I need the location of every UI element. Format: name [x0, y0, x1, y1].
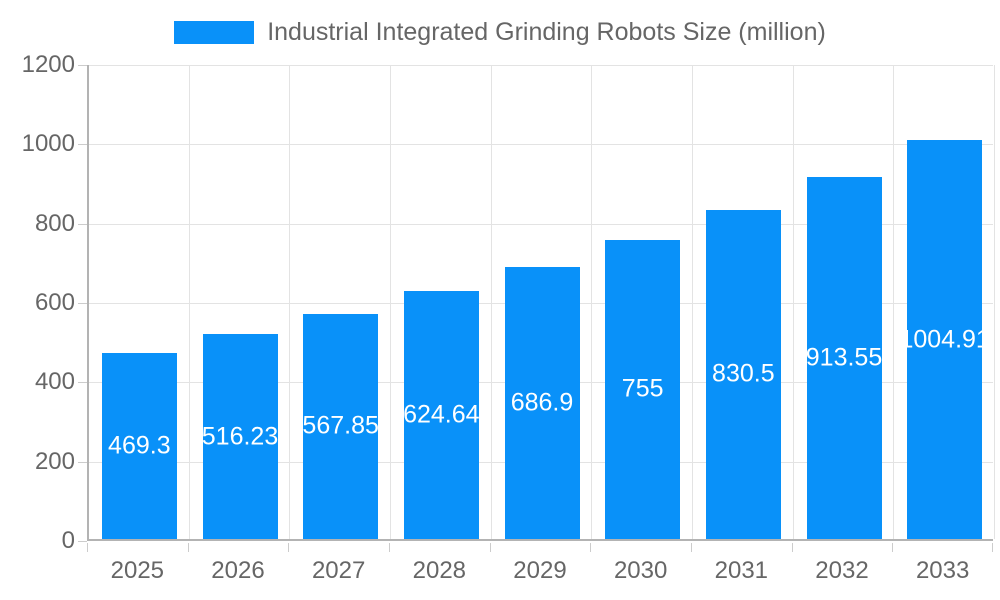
x-axis-tick-label: 2028: [412, 557, 467, 584]
x-axis-tick: [892, 543, 894, 552]
x-axis-tick: [791, 543, 793, 552]
y-axis-tick: [78, 382, 87, 384]
x-axis-tick-label: 2033: [915, 557, 970, 584]
x-axis-tick-label: 2031: [714, 557, 769, 584]
gridline-vertical: [591, 65, 593, 539]
bar-2030: 755: [605, 239, 681, 539]
bar-value-label: 516.23: [201, 422, 279, 451]
x-axis: 2025 2026 2027 2028 2029 2030 2031 2032 2033: [87, 541, 993, 600]
x-axis-tick: [691, 543, 692, 552]
legend-swatch: [174, 20, 255, 44]
gridline-horizontal: [89, 144, 993, 146]
legend-label: Industrial Integrated Grinding Robots Si…: [267, 18, 826, 46]
y-axis-tick: [78, 223, 87, 225]
x-axis-tick-label: 2029: [513, 557, 567, 584]
gridline-vertical: [692, 65, 693, 539]
x-axis-tick: [187, 543, 189, 552]
legend: Industrial Integrated Grinding Robots Si…: [0, 18, 1000, 46]
x-axis-tick-label: 2025: [110, 557, 165, 584]
bar-value-label: 624.64: [403, 400, 480, 429]
bar-value-label: 686.9: [510, 388, 574, 417]
bar-value-label: 913.55: [805, 343, 883, 372]
plot-area: 469.3 516.23 567.85 624.64 686.9 755 830.5 913.…: [87, 65, 995, 541]
y-axis-tick: [78, 65, 87, 66]
legend-item[interactable]: Industrial Integrated Grinding Robots Si…: [174, 18, 826, 46]
gridline-vertical: [390, 65, 391, 539]
y-axis-tick: [78, 541, 87, 542]
y-axis-tick-label: 200: [34, 447, 75, 475]
bar-value-label: 1004.91: [899, 325, 990, 354]
y-axis: 0 200 400 600 800 1000 1200: [0, 51, 87, 554]
bar-2025: 469.3: [101, 352, 177, 539]
gridline-vertical: [289, 65, 291, 539]
gridline-vertical: [792, 65, 794, 539]
bar-2027: 567.85: [302, 313, 379, 539]
bar-value-label: 469.3: [108, 431, 171, 460]
x-axis-tick: [992, 543, 993, 552]
x-axis-tick-label: 2026: [211, 557, 265, 584]
bar-value-label: 567.85: [302, 411, 379, 440]
gridline-vertical: [893, 65, 895, 539]
x-axis-tick: [288, 543, 290, 552]
x-axis-tick: [389, 543, 390, 552]
y-axis-tick-label: 0: [61, 527, 75, 554]
bar-2033: 1004.91: [899, 140, 990, 539]
x-axis-tick: [87, 543, 88, 552]
bar-2032: 913.55: [805, 176, 883, 539]
bar-2028: 624.64: [403, 291, 480, 539]
x-axis-tick: [489, 543, 491, 552]
gridline-horizontal: [89, 65, 993, 66]
y-axis-tick: [78, 461, 87, 463]
x-axis-tick-label: 2032: [815, 557, 869, 584]
bar-value-label: 755: [621, 374, 664, 403]
gridline-vertical: [994, 65, 995, 539]
y-axis-tick-label: 400: [34, 368, 75, 396]
y-axis-tick-label: 800: [34, 209, 75, 237]
y-axis-tick: [78, 303, 87, 304]
gridline-vertical: [188, 65, 190, 539]
x-axis-tick-label: 2030: [613, 557, 668, 584]
gridline-horizontal: [89, 223, 993, 225]
bar-value-label: 830.5: [712, 359, 775, 388]
x-axis-tick-label: 2027: [311, 557, 366, 584]
y-axis-tick-label: 1200: [21, 51, 75, 78]
y-axis-tick-label: 1000: [21, 130, 75, 158]
bar-2029: 686.9: [504, 266, 580, 539]
bar-2026: 516.23: [201, 334, 279, 539]
y-axis-tick: [78, 144, 87, 146]
x-axis-tick: [590, 543, 592, 552]
bar-2031: 830.5: [705, 209, 781, 539]
y-axis-tick-label: 600: [34, 289, 75, 316]
gridline-vertical: [490, 65, 492, 539]
